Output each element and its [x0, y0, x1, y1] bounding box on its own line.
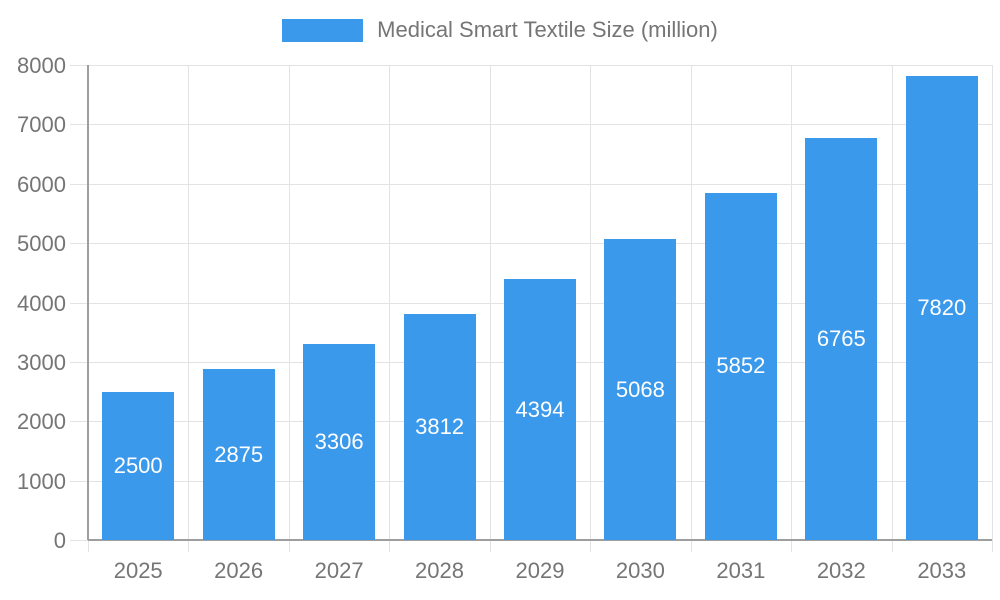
bar-value-label: 2500: [113, 452, 163, 478]
y-axis-tick: [70, 303, 88, 304]
v-gridline: [691, 65, 692, 540]
y-axis-label: 0: [53, 528, 66, 553]
y-axis-tick: [70, 540, 88, 541]
bar-value-label: 4394: [515, 396, 565, 422]
x-axis-label: 2030: [615, 558, 665, 583]
x-axis-tick: [590, 540, 591, 552]
bar[interactable]: 3812: [403, 313, 476, 540]
bar[interactable]: 7820: [905, 75, 978, 540]
bar[interactable]: 3306: [303, 343, 376, 540]
y-axis-label: 3000: [17, 350, 66, 375]
y-axis-tick: [70, 243, 88, 244]
bar-value-label: 3306: [314, 428, 364, 454]
y-axis-tick: [70, 362, 88, 363]
chart-legend[interactable]: Medical Smart Textile Size (million): [0, 17, 1000, 43]
y-axis-label: 6000: [17, 172, 66, 197]
h-gridline: [88, 124, 992, 125]
y-axis-label: 8000: [17, 53, 66, 78]
y-axis-tick: [70, 421, 88, 422]
y-axis-label: 7000: [17, 112, 66, 137]
y-axis-tick: [70, 65, 88, 66]
v-gridline: [791, 65, 792, 540]
bar[interactable]: 5068: [604, 239, 677, 540]
x-axis-tick: [992, 540, 993, 552]
bar-value-label: 3812: [415, 413, 465, 439]
x-axis-tick: [791, 540, 792, 552]
bar-value-label: 5852: [716, 353, 766, 379]
x-axis-label: 2025: [113, 558, 163, 583]
v-gridline: [992, 65, 993, 540]
bar-value-label: 5068: [615, 376, 665, 402]
x-axis-label: 2031: [716, 558, 766, 583]
x-axis-label: 2032: [816, 558, 866, 583]
h-gridline: [88, 243, 992, 244]
x-axis-tick: [88, 540, 89, 552]
bar[interactable]: 5852: [704, 192, 777, 540]
bar-value-label: 6765: [816, 326, 866, 352]
v-gridline: [188, 65, 189, 540]
x-axis-line: [88, 539, 992, 541]
bar[interactable]: 2875: [202, 369, 275, 540]
x-axis-tick: [892, 540, 893, 552]
bar[interactable]: 2500: [102, 391, 175, 540]
bar-value-label: 2875: [214, 441, 264, 467]
x-axis-label: 2033: [917, 558, 967, 583]
legend-swatch-icon: [282, 18, 364, 42]
x-axis-tick: [389, 540, 390, 552]
y-axis-label: 4000: [17, 291, 66, 316]
legend-label: Medical Smart Textile Size (million): [377, 17, 718, 42]
x-axis-label: 2026: [214, 558, 264, 583]
y-axis-tick: [70, 184, 88, 185]
v-gridline: [590, 65, 591, 540]
h-gridline: [88, 65, 992, 66]
v-gridline: [490, 65, 491, 540]
bar[interactable]: 6765: [805, 138, 878, 540]
bar[interactable]: 4394: [504, 279, 576, 540]
x-axis-label: 2027: [314, 558, 364, 583]
x-axis-tick: [490, 540, 491, 552]
x-axis-tick: [188, 540, 189, 552]
x-axis-label: 2029: [515, 558, 565, 583]
y-axis-line: [87, 65, 89, 540]
v-gridline: [892, 65, 893, 540]
y-axis-tick: [70, 481, 88, 482]
x-axis-label: 2028: [415, 558, 464, 583]
y-axis-label: 5000: [17, 231, 66, 256]
bar-value-label: 7820: [917, 294, 967, 320]
y-axis-label: 2000: [17, 409, 66, 434]
y-axis-tick: [70, 124, 88, 125]
v-gridline: [289, 65, 290, 540]
x-axis-tick: [691, 540, 692, 552]
v-gridline: [389, 65, 390, 540]
x-axis-tick: [289, 540, 290, 552]
y-axis-label: 1000: [17, 469, 66, 494]
h-gridline: [88, 184, 992, 185]
